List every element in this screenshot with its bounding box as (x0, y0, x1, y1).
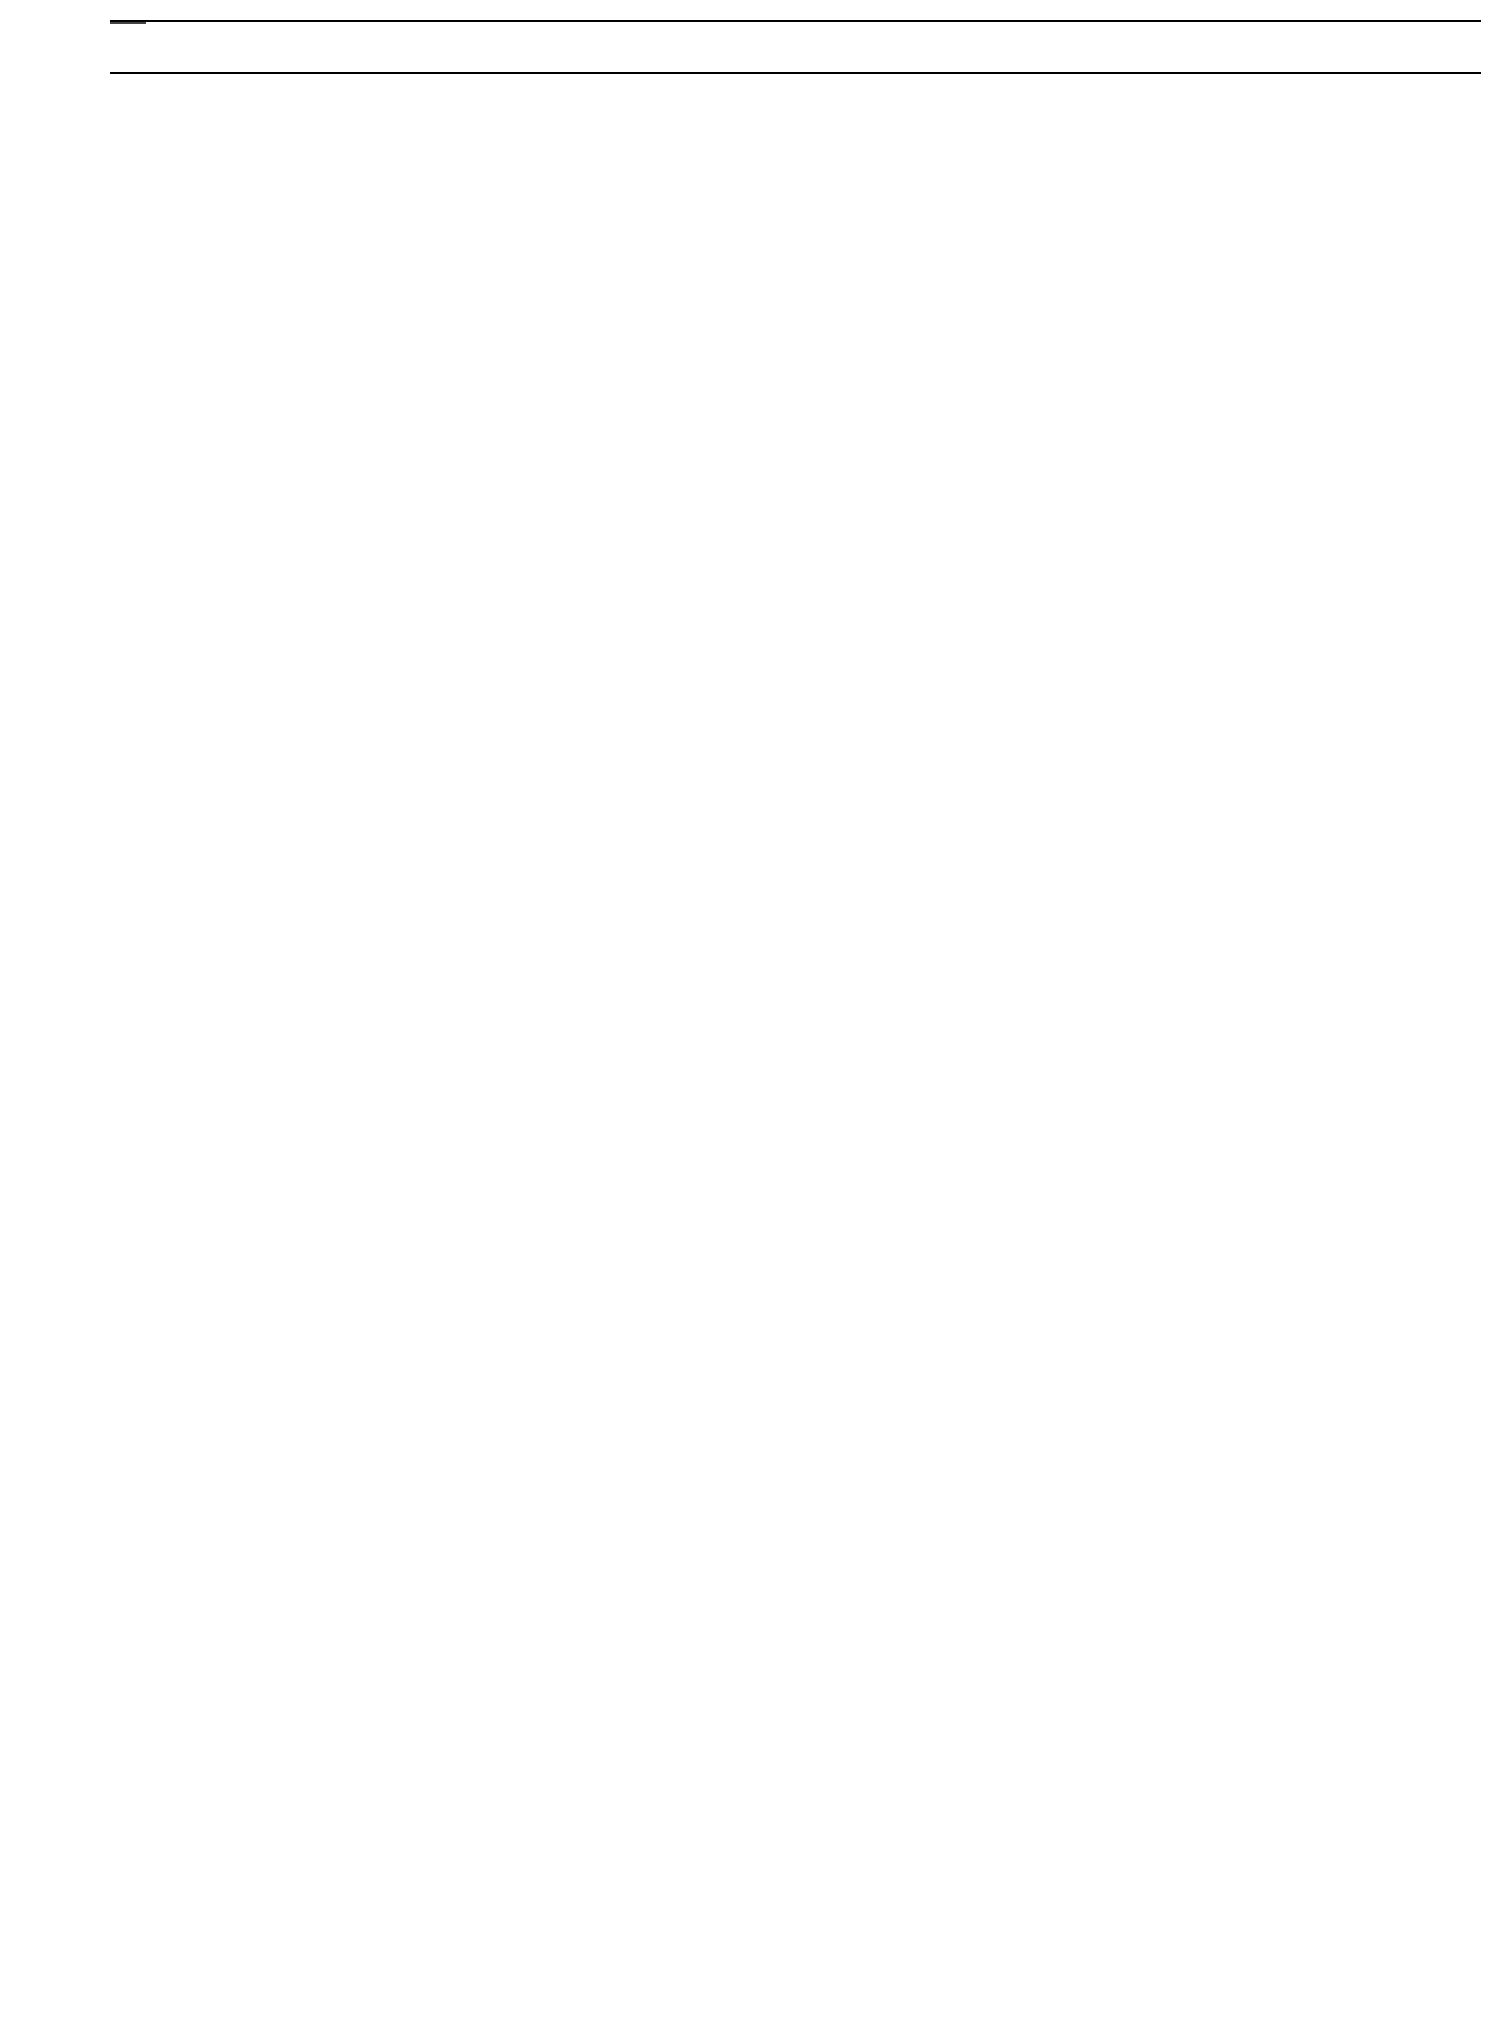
plot-frame-a (110, 20, 1481, 22)
plot-frame-b (110, 72, 1481, 74)
colorbar-periodicity (110, 22, 146, 24)
plot-area-b (110, 72, 1481, 74)
plot-area-a (110, 20, 1481, 22)
panel-a (20, 20, 1481, 22)
figure-root (20, 20, 1481, 74)
panel-b (20, 72, 1481, 74)
